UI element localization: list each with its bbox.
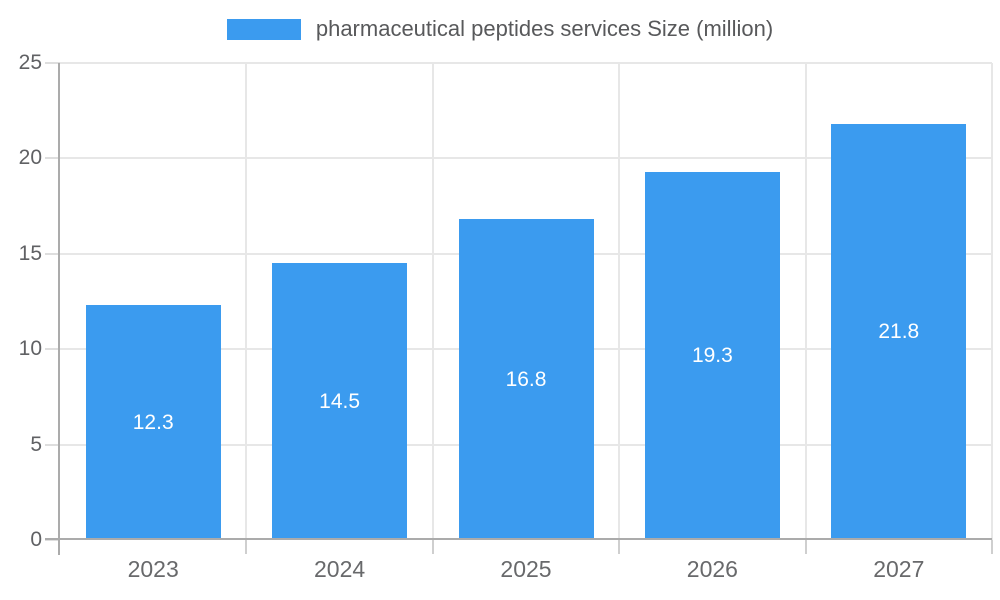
bar-value-label: 19.3 [691,343,733,367]
y-axis-tick [45,252,60,255]
y-axis-tick-label: 20 [18,146,42,170]
x-gridline [431,63,434,540]
x-gridline [618,63,621,540]
x-axis-tick-label: 2026 [686,556,738,582]
legend: pharmaceutical peptides services Size (m… [0,16,1000,42]
y-axis-tick [45,443,60,446]
x-axis-tick-label: 2025 [500,556,552,582]
x-axis-tick [991,540,993,554]
bar-value-label: 12.3 [132,410,174,434]
x-axis-tick [618,540,621,554]
plot-area: 0 5 10 15 20 25 12.3 2023 14.5 2024 16.8 2025 19.3 20… [19,51,993,582]
y-gridline [60,62,992,64]
x-axis-line [45,538,992,540]
x-axis-tick [431,540,434,554]
x-gridline [991,63,993,540]
legend-label[interactable]: pharmaceutical peptides services Size (m… [315,16,774,41]
bar-value-label: 16.8 [505,367,547,391]
bar[interactable]: 12.3 [85,305,221,540]
y-axis-tick [45,157,60,160]
x-axis-tick-label: 2023 [127,556,179,582]
bar-value-label: 21.8 [878,320,920,344]
y-axis-tick-label: 0 [30,528,42,551]
bar[interactable]: 16.8 [458,219,594,540]
bar[interactable]: 21.8 [831,124,967,540]
bar-value-label: 14.5 [319,389,361,413]
y-axis-tick-label: 15 [18,241,42,265]
y-axis-line [58,63,60,555]
x-axis-tick [804,540,807,554]
y-axis-tick [45,62,60,64]
y-axis-tick-label: 25 [18,51,42,74]
x-gridline [804,63,807,540]
y-axis-tick [45,539,60,541]
x-gridline [245,63,248,540]
bar[interactable]: 14.5 [272,263,408,540]
x-axis-tick [245,540,248,554]
y-axis-tick-label: 5 [30,432,42,456]
y-axis-tick-label: 10 [18,337,42,361]
x-axis-tick-label: 2024 [314,556,366,582]
x-axis-tick-label: 2027 [873,556,925,582]
legend-swatch[interactable] [226,18,301,40]
bar[interactable]: 19.3 [644,171,780,540]
y-gridline [60,157,992,160]
y-axis-tick [45,348,60,351]
